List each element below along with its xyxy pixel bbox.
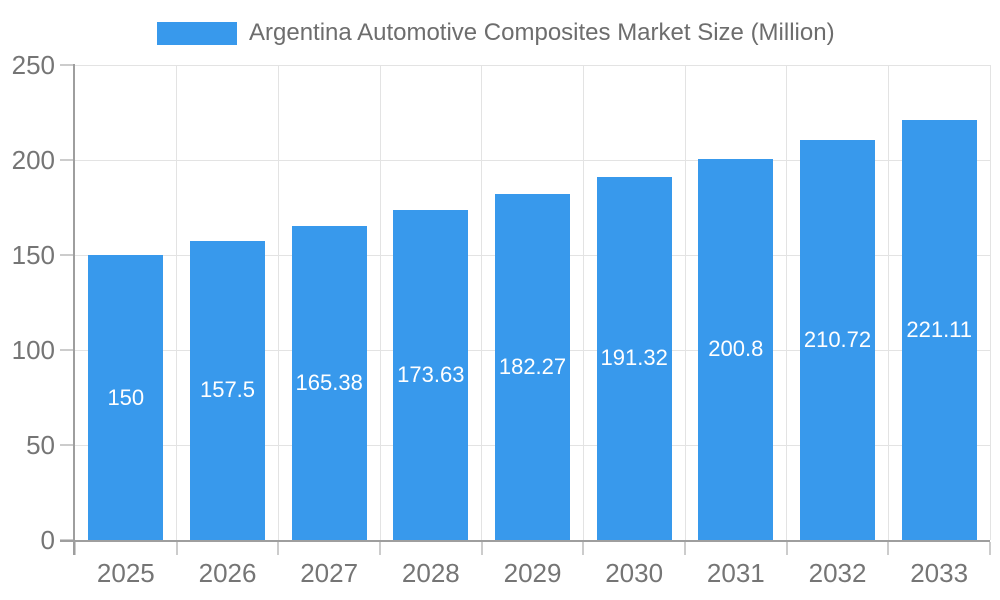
bar-value-label: 157.5 [199, 377, 256, 403]
bar[interactable] [291, 225, 367, 540]
x-axis-label: 2026 [198, 558, 257, 588]
bar[interactable] [495, 193, 570, 540]
bar-value-label: 210.72 [803, 326, 872, 352]
x-axis-tick [887, 542, 890, 555]
v-gridline [379, 65, 381, 540]
h-gridline [75, 64, 990, 66]
x-axis-label: 2032 [808, 558, 867, 588]
x-axis-label: 2027 [300, 558, 359, 588]
bar[interactable] [393, 210, 469, 540]
legend-swatch [157, 21, 237, 45]
y-axis-label: 150 [11, 240, 55, 270]
y-axis-tick [60, 64, 73, 66]
y-axis-line [73, 64, 75, 555]
y-axis-tick [60, 254, 73, 256]
bar-value-label: 200.8 [708, 336, 764, 362]
x-axis-tick [480, 542, 483, 555]
v-gridline [684, 65, 686, 540]
x-axis-tick [74, 542, 76, 555]
y-axis-tick [60, 444, 73, 446]
x-axis-label: 2030 [605, 558, 664, 588]
bar[interactable] [698, 158, 774, 540]
x-axis-label: 2025 [96, 558, 155, 588]
v-gridline [481, 65, 483, 540]
v-gridline [887, 65, 889, 540]
bar-value-label: 173.63 [397, 362, 465, 388]
chart-title: Argentina Automotive Composites Market S… [249, 19, 835, 46]
y-axis-label: 100 [11, 335, 55, 365]
bar-value-label: 165.38 [295, 369, 363, 395]
h-gridline [75, 159, 990, 161]
x-axis-tick [379, 542, 381, 555]
bar-value-label: 150 [107, 384, 145, 410]
x-axis-tick [785, 542, 788, 555]
x-axis-tick [684, 542, 686, 555]
x-axis-tick [175, 542, 178, 555]
x-axis-label: 2029 [503, 558, 562, 588]
x-axis-tick [989, 542, 991, 555]
bar[interactable] [901, 119, 977, 540]
legend[interactable]: Argentina Automotive Composites Market S… [157, 19, 835, 46]
bar[interactable] [88, 255, 164, 540]
y-axis-label: 50 [26, 430, 55, 460]
y-axis-tick [60, 159, 73, 161]
x-axis-tick [277, 542, 280, 555]
y-axis-tick [60, 349, 73, 351]
v-gridline [277, 65, 279, 540]
bar-value-label: 182.27 [498, 353, 567, 379]
y-axis-label: 250 [11, 50, 55, 80]
bar[interactable] [596, 176, 672, 540]
x-axis-label: 2031 [706, 558, 765, 588]
x-axis-label: 2033 [910, 558, 969, 588]
x-axis-line [60, 540, 990, 542]
y-axis-label: 0 [40, 525, 55, 555]
v-gridline [989, 65, 991, 540]
bar-value-label: 191.32 [600, 345, 668, 371]
y-axis-label: 200 [11, 145, 55, 175]
bar-value-label: 221.11 [906, 316, 973, 342]
v-gridline [786, 65, 788, 540]
bar[interactable] [190, 240, 265, 541]
bar[interactable] [800, 139, 875, 540]
v-gridline [582, 65, 584, 540]
x-axis-label: 2028 [401, 558, 460, 588]
v-gridline [176, 65, 178, 540]
x-axis-tick [582, 542, 585, 555]
